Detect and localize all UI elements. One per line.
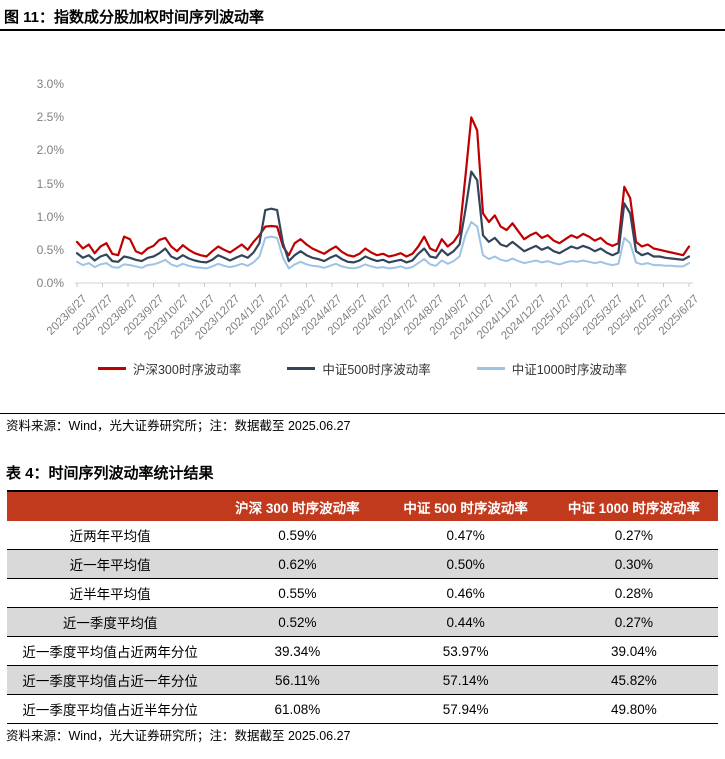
series-line-2 bbox=[76, 221, 690, 270]
series-line-0 bbox=[75, 116, 691, 258]
table-row: 近一季度平均值占近两年分位 39.34% 53.97% 39.04% bbox=[7, 637, 718, 666]
cell-value: 0.55% bbox=[278, 585, 317, 601]
cell-value: 0.27% bbox=[614, 527, 653, 543]
cell-value: 0.50% bbox=[446, 556, 485, 572]
cell-value: 0.44% bbox=[446, 614, 485, 630]
legend-label: 中证500时序波动率 bbox=[322, 363, 431, 377]
table-source-note: 资料来源：Wind，光大证券研究所；注：数据截至 2025.06.27 bbox=[6, 729, 351, 743]
cell-value: 39.04% bbox=[610, 643, 657, 659]
y-axis-tick-label: 1.5% bbox=[36, 176, 64, 191]
cell-value: 0.30% bbox=[614, 556, 653, 572]
cell-value: 0.46% bbox=[446, 585, 485, 601]
chart-legend: 沪深300时序波动率 中证500时序波动率 中证1000时序波动率 bbox=[0, 359, 725, 378]
header-cell-zz1000: 中证 1000 时序波动率 bbox=[549, 491, 718, 521]
figure-title: 图 11：指数成分股加权时间序列波动率 bbox=[0, 0, 725, 31]
y-axis-tick-label: 1.0% bbox=[36, 209, 64, 224]
row-label: 近一季度平均值 bbox=[62, 616, 158, 631]
table-row: 近一季度平均值 0.52% 0.44% 0.27% bbox=[7, 607, 718, 637]
cell-value: 56.11% bbox=[274, 672, 320, 688]
cell-value: 0.27% bbox=[614, 614, 653, 630]
header-cell-hs300: 沪深 300 时序波动率 bbox=[213, 491, 382, 521]
cell-value: 39.34% bbox=[274, 643, 321, 659]
cell-value: 45.82% bbox=[610, 672, 657, 688]
legend-item: 中证500时序波动率 bbox=[287, 359, 431, 378]
cell-value: 0.47% bbox=[446, 527, 485, 543]
legend-line-swatch bbox=[287, 367, 316, 370]
y-axis-tick-label: 3.0% bbox=[36, 77, 64, 92]
y-axis-tick-label: 2.5% bbox=[36, 110, 64, 125]
y-axis-tick-label: 0.0% bbox=[36, 276, 64, 290]
y-axis-tick-label: 2.0% bbox=[36, 143, 64, 158]
volatility-line-chart: 0.0% 0.5% 1.0% 1.5% 2.0% 2.5% 3.0% 2023/6/27 20… bbox=[0, 60, 725, 390]
table-row: 近一季度平均值占近一年分位 56.11% 57.14% 45.82% bbox=[7, 665, 718, 695]
row-label: 近一年平均值 bbox=[69, 558, 151, 573]
header-cell-empty bbox=[7, 491, 214, 521]
table-row: 近一季度平均值占近半年分位 61.08% 57.94% 49.80% bbox=[7, 695, 718, 724]
cell-value: 49.80% bbox=[610, 701, 657, 717]
legend-label: 沪深300时序波动率 bbox=[132, 363, 242, 377]
figure-source-note: 资料来源：Wind，光大证券研究所；注：数据截至 2025.06.27 bbox=[6, 419, 351, 433]
table-title: 表 4：时间序列波动率统计结果 bbox=[6, 465, 214, 482]
legend-line-swatch bbox=[97, 367, 126, 370]
header-cell-zz500: 中证 500 时序波动率 bbox=[381, 491, 550, 521]
row-label: 近半年平均值 bbox=[69, 587, 151, 602]
cell-value: 53.97% bbox=[442, 643, 489, 659]
cell-value: 0.52% bbox=[278, 614, 317, 630]
table-row: 近一年平均值 0.62% 0.50% 0.30% bbox=[7, 549, 718, 579]
cell-value: 57.94% bbox=[442, 701, 489, 717]
figure-divider-line bbox=[0, 413, 725, 414]
cell-value: 0.62% bbox=[278, 556, 317, 572]
volatility-stats-table: 沪深 300 时序波动率 中证 500 时序波动率 中证 1000 时序波动率 … bbox=[7, 490, 718, 724]
cell-value: 0.28% bbox=[614, 585, 653, 601]
table-row: 近两年平均值 0.59% 0.47% 0.27% bbox=[7, 521, 718, 550]
series-line-1 bbox=[75, 170, 691, 264]
y-axis-tick-label: 0.5% bbox=[36, 242, 64, 257]
row-label: 近一季度平均值占近一年分位 bbox=[22, 674, 198, 689]
legend-item: 中证1000时序波动率 bbox=[476, 359, 628, 378]
row-label: 近两年平均值 bbox=[69, 529, 151, 544]
cell-value: 0.59% bbox=[278, 527, 317, 543]
legend-label: 中证1000时序波动率 bbox=[511, 363, 628, 377]
cell-value: 57.14% bbox=[442, 672, 489, 688]
legend-item: 沪深300时序波动率 bbox=[97, 359, 242, 378]
plot-area bbox=[75, 116, 693, 287]
legend-line-swatch bbox=[476, 367, 505, 370]
row-label: 近一季度平均值占近两年分位 bbox=[22, 645, 198, 660]
row-label: 近一季度平均值占近半年分位 bbox=[22, 703, 198, 718]
cell-value: 61.08% bbox=[274, 701, 321, 717]
table-row: 近半年平均值 0.55% 0.46% 0.28% bbox=[7, 579, 718, 608]
table-header-row: 沪深 300 时序波动率 中证 500 时序波动率 中证 1000 时序波动率 bbox=[7, 491, 718, 521]
